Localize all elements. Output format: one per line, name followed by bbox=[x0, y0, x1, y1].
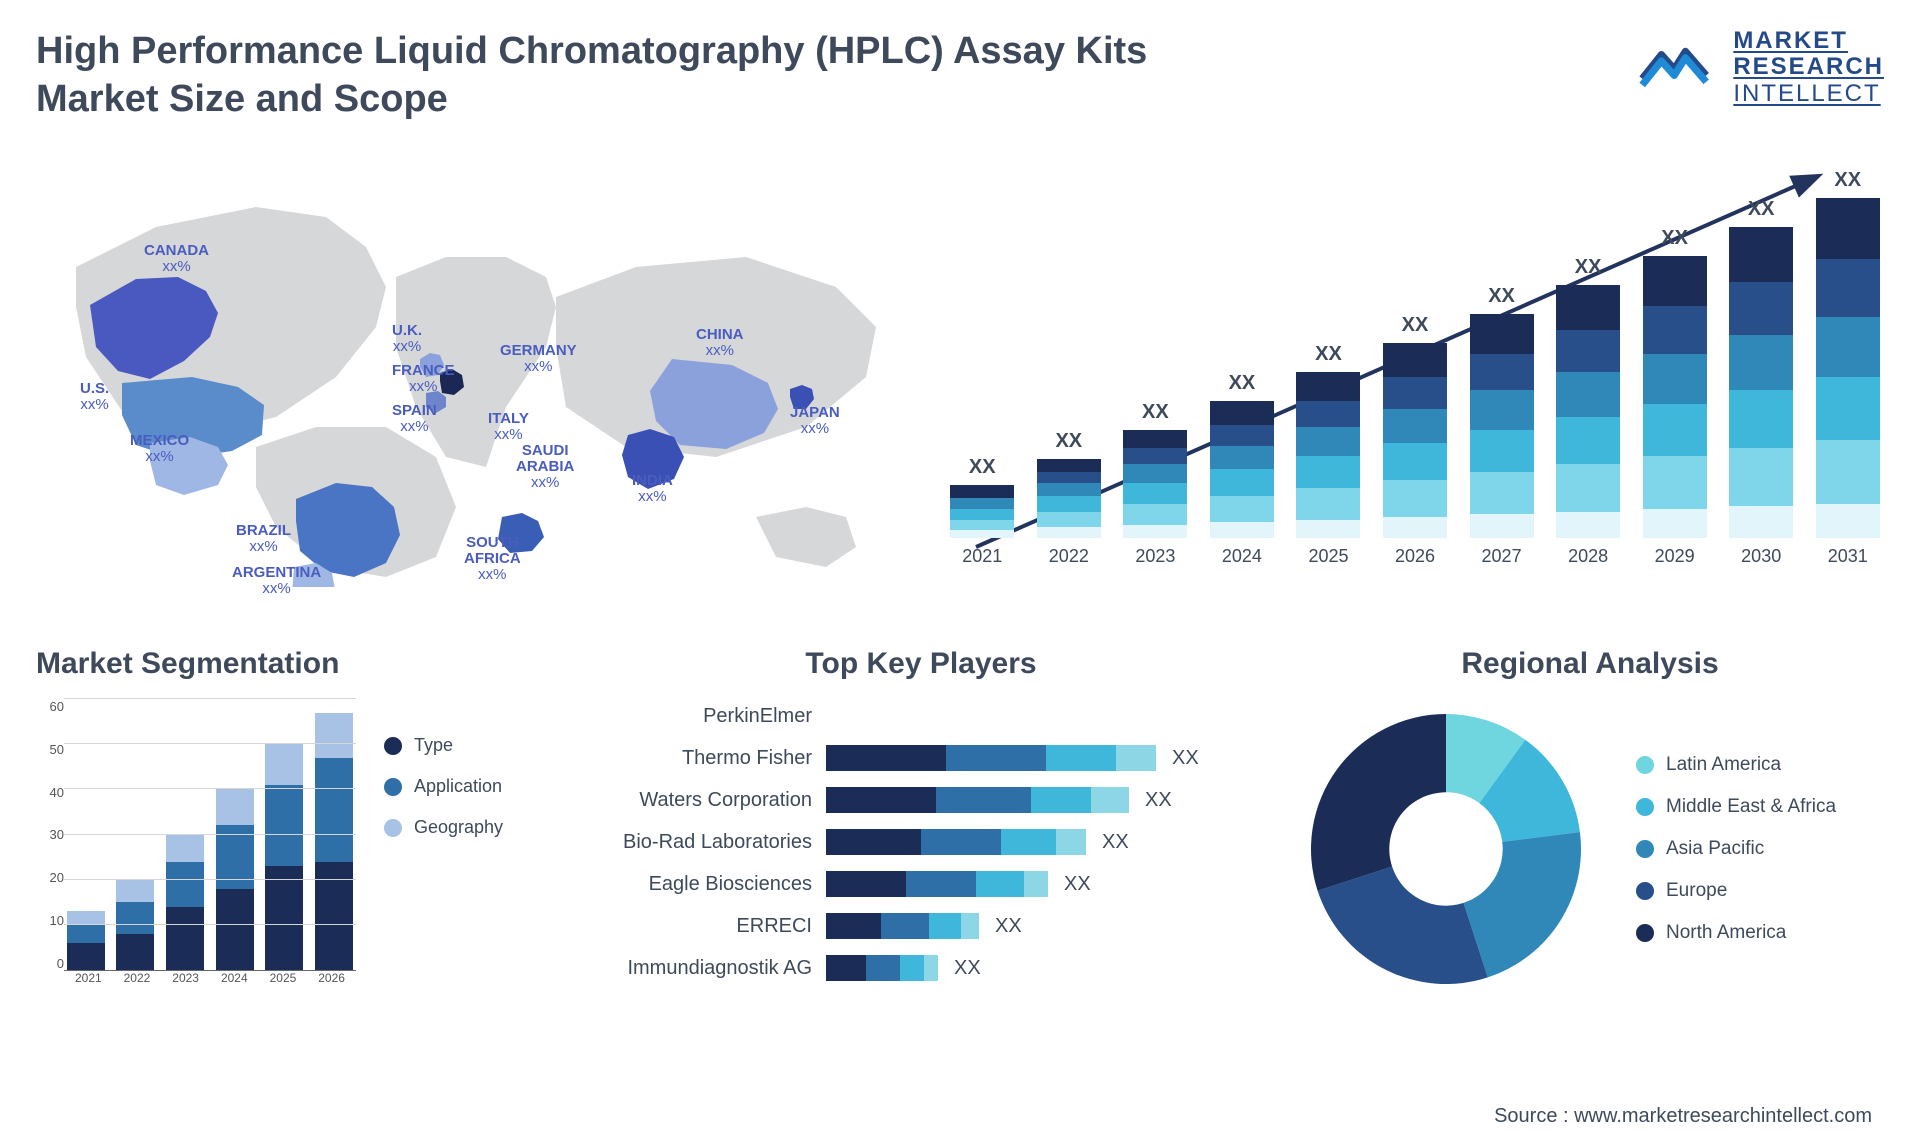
player-row: Eagle Biosciences XX bbox=[586, 867, 1256, 901]
growth-bar-year: 2028 bbox=[1568, 546, 1608, 567]
map-label: JAPANxx% bbox=[790, 405, 840, 437]
growth-bar-value: XX bbox=[969, 456, 996, 479]
player-value: XX bbox=[954, 957, 981, 980]
growth-bar-value: XX bbox=[1315, 343, 1342, 366]
map-label: BRAZILxx% bbox=[236, 523, 291, 555]
world-map-panel: CANADAxx%U.S.xx%MEXICOxx%BRAZILxx%ARGENT… bbox=[36, 147, 906, 587]
player-value: XX bbox=[1064, 873, 1091, 896]
growth-bar-value: XX bbox=[1055, 430, 1082, 453]
growth-bar: XX 2022 bbox=[1033, 430, 1106, 567]
map-label: U.K.xx% bbox=[392, 323, 422, 355]
segmentation-chart: 6050403020100 202120222023202420252026 bbox=[36, 699, 356, 999]
growth-bar-year: 2029 bbox=[1655, 546, 1695, 567]
player-name: Immundiagnostik AG bbox=[586, 957, 826, 980]
growth-bar: XX 2027 bbox=[1465, 285, 1538, 567]
player-row: Bio-Rad Laboratories XX bbox=[586, 825, 1256, 859]
segmentation-bar bbox=[67, 911, 105, 970]
growth-bar: XX 2030 bbox=[1725, 198, 1798, 567]
players-title: Top Key Players bbox=[586, 647, 1256, 681]
player-row: ERRECI XX bbox=[586, 909, 1256, 943]
segmentation-title: Market Segmentation bbox=[36, 647, 546, 681]
map-label: INDIAxx% bbox=[632, 473, 673, 505]
legend-item: Geography bbox=[384, 817, 503, 838]
regional-panel: Regional Analysis Latin America Middle Ea… bbox=[1296, 647, 1884, 999]
legend-item: Latin America bbox=[1636, 754, 1836, 776]
player-value: XX bbox=[1102, 831, 1129, 854]
player-row: Immundiagnostik AG XX bbox=[586, 951, 1256, 985]
player-name: Bio-Rad Laboratories bbox=[586, 831, 826, 854]
segmentation-bar bbox=[216, 789, 254, 970]
growth-chart: XX 2021 XX 2022 XX 2023 XX 2024 XX 2025 XX 2026 XX 20… bbox=[946, 147, 1884, 607]
growth-bar-value: XX bbox=[1748, 198, 1775, 221]
map-label: FRANCExx% bbox=[392, 363, 455, 395]
segmentation-bar bbox=[315, 713, 353, 970]
growth-bar-year: 2025 bbox=[1308, 546, 1348, 567]
players-panel: Top Key Players PerkinElmer Thermo Fisher… bbox=[586, 647, 1256, 999]
growth-bar-year: 2024 bbox=[1222, 546, 1262, 567]
player-row: Thermo Fisher XX bbox=[586, 741, 1256, 775]
logo-text: MARKET RESEARCH INTELLECT bbox=[1733, 28, 1884, 107]
growth-bar-year: 2026 bbox=[1395, 546, 1435, 567]
legend-item: Application bbox=[384, 776, 503, 797]
segmentation-panel: Market Segmentation 6050403020100 202120… bbox=[36, 647, 546, 999]
segmentation-bar bbox=[265, 744, 303, 970]
map-label: U.S.xx% bbox=[80, 381, 109, 413]
growth-bar: XX 2028 bbox=[1552, 256, 1625, 567]
map-label: ITALYxx% bbox=[488, 411, 529, 443]
growth-bar: XX 2031 bbox=[1811, 169, 1884, 567]
source-footer: Source : www.marketresearchintellect.com bbox=[1494, 1105, 1872, 1128]
legend-item: North America bbox=[1636, 922, 1836, 944]
growth-bar-year: 2023 bbox=[1135, 546, 1175, 567]
map-label: GERMANYxx% bbox=[500, 343, 577, 375]
map-label: ARGENTINAxx% bbox=[232, 565, 321, 597]
page-title: High Performance Liquid Chromatography (… bbox=[36, 28, 1236, 123]
brand-logo: MARKET RESEARCH INTELLECT bbox=[1639, 28, 1884, 107]
player-row: Waters Corporation XX bbox=[586, 783, 1256, 817]
regional-title: Regional Analysis bbox=[1296, 647, 1884, 681]
map-label: SOUTHAFRICAxx% bbox=[464, 535, 521, 582]
growth-bar: XX 2024 bbox=[1206, 372, 1279, 567]
growth-bar: XX 2021 bbox=[946, 456, 1019, 567]
growth-bar: XX 2025 bbox=[1292, 343, 1365, 567]
player-value: XX bbox=[1172, 747, 1199, 770]
logo-mark-icon bbox=[1639, 37, 1719, 98]
legend-item: Europe bbox=[1636, 880, 1836, 902]
legend-item: Asia Pacific bbox=[1636, 838, 1836, 860]
legend-item: Type bbox=[384, 735, 503, 756]
growth-bar-year: 2030 bbox=[1741, 546, 1781, 567]
growth-bar-value: XX bbox=[1402, 314, 1429, 337]
growth-bar-year: 2027 bbox=[1482, 546, 1522, 567]
growth-bar-value: XX bbox=[1142, 401, 1169, 424]
player-value: XX bbox=[1145, 789, 1172, 812]
map-label: SAUDIARABIAxx% bbox=[516, 443, 574, 490]
player-name: ERRECI bbox=[586, 915, 826, 938]
map-label: CHINAxx% bbox=[696, 327, 744, 359]
growth-bar-value: XX bbox=[1834, 169, 1861, 192]
growth-bar-year: 2022 bbox=[1049, 546, 1089, 567]
growth-bar: XX 2029 bbox=[1638, 227, 1711, 567]
growth-bar-value: XX bbox=[1488, 285, 1515, 308]
player-name: Eagle Biosciences bbox=[586, 873, 826, 896]
world-map-icon bbox=[36, 147, 906, 587]
map-label: MEXICOxx% bbox=[130, 433, 189, 465]
regional-donut-chart bbox=[1296, 699, 1596, 999]
growth-bar-value: XX bbox=[1661, 227, 1688, 250]
player-name: Thermo Fisher bbox=[586, 747, 826, 770]
player-name: PerkinElmer bbox=[586, 705, 826, 728]
regional-legend: Latin America Middle East & Africa Asia Pa… bbox=[1636, 754, 1836, 944]
map-label: CANADAxx% bbox=[144, 243, 209, 275]
growth-bar-year: 2021 bbox=[962, 546, 1002, 567]
legend-item: Middle East & Africa bbox=[1636, 796, 1836, 818]
growth-bar-value: XX bbox=[1229, 372, 1256, 395]
segmentation-bar bbox=[166, 835, 204, 971]
player-name: Waters Corporation bbox=[586, 789, 826, 812]
map-label: SPAINxx% bbox=[392, 403, 437, 435]
growth-bar: XX 2026 bbox=[1379, 314, 1452, 567]
growth-bar-year: 2031 bbox=[1828, 546, 1868, 567]
segmentation-legend: Type Application Geography bbox=[384, 735, 503, 999]
player-value: XX bbox=[995, 915, 1022, 938]
growth-bar: XX 2023 bbox=[1119, 401, 1192, 567]
growth-bar-value: XX bbox=[1575, 256, 1602, 279]
player-row: PerkinElmer bbox=[586, 699, 1256, 733]
